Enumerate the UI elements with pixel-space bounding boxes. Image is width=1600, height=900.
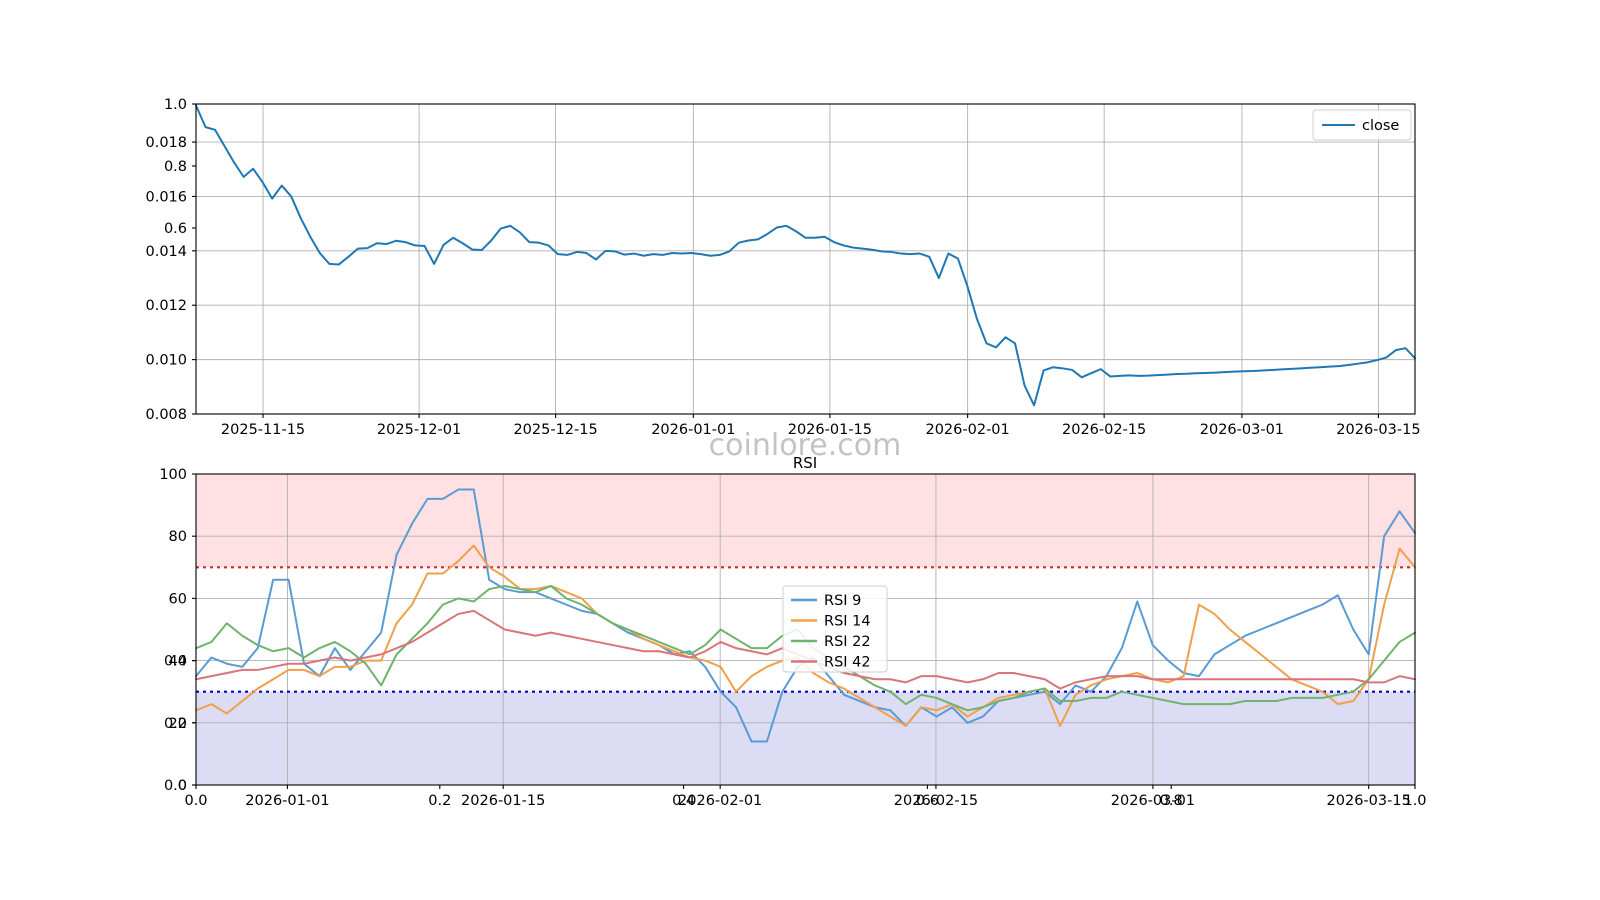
price-y-tick-label: 0.012 xyxy=(145,298,187,314)
price-legend-box[interactable] xyxy=(1312,109,1412,141)
rsi-x-tick-label-date: 2026-03-15 xyxy=(1327,793,1411,809)
rsi-x-tick-label-date: 2026-03-01 xyxy=(1111,793,1195,809)
price-legend-label-close: close xyxy=(1362,118,1399,134)
price-series-group xyxy=(195,104,1416,407)
rsi-x-tick-label-date: 2026-01-01 xyxy=(245,793,329,809)
rsi-x-tick-label-numeric: 0.8 xyxy=(1160,793,1183,809)
rsi-x-tick-label-numeric: 0.4 xyxy=(672,793,695,809)
rsi-band xyxy=(196,691,1415,785)
rsi-y-secondary-tick-label: 0.2 xyxy=(164,716,187,732)
rsi-legend-label-rsi-14: RSI 14 xyxy=(824,614,871,630)
rsi-x-tick-label-date: 2026-02-01 xyxy=(678,793,762,809)
price-y-secondary-tick-label: 0.6 xyxy=(164,221,187,237)
rsi-x-tick-label-numeric: 0.6 xyxy=(916,793,939,809)
price-x-tick-label: 2026-01-15 xyxy=(788,422,872,438)
price-y-secondary-tick-label: 1.0 xyxy=(164,97,187,113)
rsi-y-tick-label: 80 xyxy=(169,529,187,545)
price-x-tick-label: 2026-03-15 xyxy=(1336,422,1420,438)
price-y-tick-label: 0.010 xyxy=(145,353,187,369)
price-x-tick-labels: 2025-11-15 2025-12-01 2025-12-15 2026-01-01… xyxy=(221,414,1421,438)
rsi-axes-frame xyxy=(195,473,1416,786)
rsi-x-tick-label-numeric: 0.0 xyxy=(184,793,207,809)
price-y-tick-label: 0.016 xyxy=(145,189,187,205)
price-x-tick-label: 2026-03-01 xyxy=(1200,422,1284,438)
price-x-tick-label: 2026-01-01 xyxy=(651,422,735,438)
rsi-legend-box[interactable] xyxy=(782,585,888,673)
price-y-tick-label: 0.014 xyxy=(145,244,187,260)
rsi-y-tick-labels: 100 80 60 40 20 0 0.4 0.2 0.0 xyxy=(159,467,196,794)
price-gridlines xyxy=(196,104,1415,415)
price-y-secondary-tick-label: 0.8 xyxy=(164,159,187,175)
watermark-text: coinlore.com xyxy=(709,428,902,463)
price-legend[interactable]: close xyxy=(1312,109,1412,141)
rsi-y-tick-label: 20 xyxy=(169,716,187,732)
rsi-y-secondary-tick-label: 0.0 xyxy=(164,778,187,794)
rsi-panel-title: RSI xyxy=(793,454,817,472)
price-x-tick-label: 2026-02-01 xyxy=(925,422,1009,438)
price-y-tick-label: 0.018 xyxy=(145,135,187,151)
rsi-legend[interactable]: RSI 9 RSI 14 RSI 22 RSI 42 xyxy=(782,585,888,673)
rsi-y-tick-label: 100 xyxy=(159,467,187,483)
rsi-band xyxy=(196,474,1415,568)
rsi-y-tick-label: 40 xyxy=(169,654,187,670)
price-series-close xyxy=(195,104,1416,407)
price-x-tick-label: 2025-12-15 xyxy=(513,422,597,438)
rsi-x-tick-label-numeric: 0.2 xyxy=(428,793,451,809)
rsi-x-tick-labels: 2026-01-01 2026-01-15 2026-02-01 2026-02-15… xyxy=(184,785,1427,809)
price-x-tick-label: 2026-02-15 xyxy=(1062,422,1146,438)
rsi-x-tick-label-date: 2026-01-15 xyxy=(461,793,545,809)
rsi-legend-label-rsi-22: RSI 22 xyxy=(824,634,871,650)
rsi-y-tick-label: 60 xyxy=(169,591,187,607)
rsi-x-tick-label-date: 2026-02-15 xyxy=(894,793,978,809)
price-x-tick-label: 2025-12-01 xyxy=(377,422,461,438)
rsi-threshold-lines xyxy=(196,566,1415,693)
price-y-tick-label: 0.008 xyxy=(145,407,187,423)
rsi-x-tick-label-numeric: 1.0 xyxy=(1403,793,1426,809)
price-panel: 0.0180.0160.0140.0120.0100.0081.00.80.6 … xyxy=(145,97,1420,438)
price-axes-frame xyxy=(195,103,1416,415)
rsi-legend-label-rsi-42: RSI 42 xyxy=(824,655,871,671)
rsi-legend-label-rsi-9: RSI 9 xyxy=(824,593,861,609)
rsi-y-tick-label: 0 xyxy=(178,778,187,794)
rsi-y-secondary-tick-label: 0.4 xyxy=(164,654,187,670)
price-y-tick-labels: 0.018 0.016 0.014 0.012 0.010 0.008 1.0 0.8 0.6 xyxy=(145,97,196,423)
price-x-tick-label: 2025-11-15 xyxy=(221,422,305,438)
